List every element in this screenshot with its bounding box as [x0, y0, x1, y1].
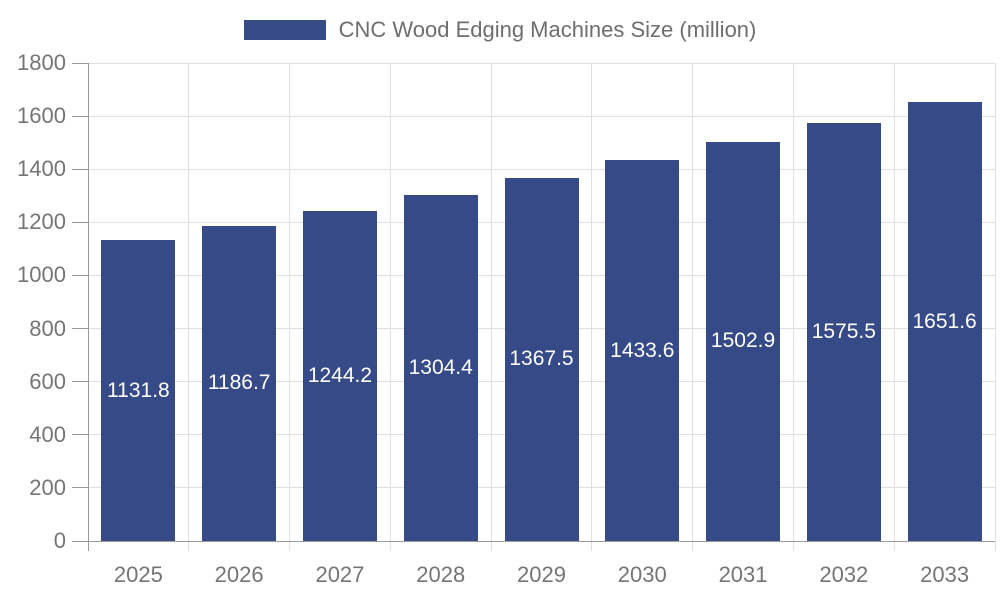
y-axis-tick: [72, 381, 88, 383]
gridline-horizontal: [88, 62, 995, 64]
bar-2026[interactable]: 1186.7: [202, 225, 277, 541]
gridline-horizontal: [88, 168, 995, 170]
x-axis-tick-label: 2029: [517, 562, 566, 587]
bar-2025[interactable]: 1131.8: [101, 240, 176, 541]
bar-2033[interactable]: 1651.6: [907, 102, 982, 541]
y-axis-tick-label: 200: [29, 474, 66, 500]
bar-value-label: 1575.5: [811, 319, 876, 343]
y-axis-tick: [72, 168, 88, 170]
x-axis-line: [88, 540, 995, 542]
gridline-vertical: [692, 63, 694, 551]
gridline-vertical: [289, 63, 291, 551]
y-axis-line: [87, 63, 89, 551]
bar-2031[interactable]: 1502.9: [706, 141, 781, 541]
bar-2030[interactable]: 1433.6: [605, 160, 680, 541]
y-axis-tick-label: 1000: [17, 262, 66, 288]
bar-value-label: 1502.9: [710, 329, 776, 353]
gridline-vertical: [389, 63, 391, 551]
y-axis-tick-label: 0: [53, 528, 66, 553]
y-axis-tick: [72, 221, 88, 223]
bar-value-label: 1186.7: [207, 371, 271, 395]
legend[interactable]: CNC Wood Edging Machines Size (million): [0, 14, 1000, 46]
y-axis-tick: [72, 434, 88, 436]
x-axis-tick-label: 2026: [214, 562, 264, 587]
bar-2027[interactable]: 1244.2: [302, 210, 377, 541]
gridline-vertical: [490, 63, 492, 551]
bar-value-label: 1304.4: [408, 355, 473, 379]
y-axis-tick: [72, 115, 88, 117]
x-axis-tick-label: 2027: [315, 562, 365, 587]
y-axis-tick: [72, 540, 88, 542]
gridline-vertical: [994, 63, 996, 551]
bar-value-label: 1131.8: [107, 378, 170, 402]
x-axis-tick-label: 2031: [718, 562, 768, 587]
y-axis-tick-label: 600: [29, 368, 66, 394]
y-axis-tick: [72, 487, 88, 489]
y-axis-tick-label: 1600: [17, 103, 66, 129]
gridline-vertical: [893, 63, 895, 551]
bar-value-label: 1367.5: [509, 347, 574, 371]
legend-label: CNC Wood Edging Machines Size (million): [338, 17, 757, 42]
y-axis-tick-label: 400: [29, 421, 66, 447]
bar-value-label: 1433.6: [610, 338, 675, 362]
gridline-vertical: [792, 63, 794, 551]
x-axis-tick-label: 2030: [617, 562, 667, 587]
y-axis-tick-label: 1200: [17, 209, 66, 235]
plot-area: 1131.8 1186.7 1244.2 1304.4 1367.5 1433.6 1502…: [87, 62, 996, 551]
y-axis-tick-label: 1400: [17, 156, 66, 182]
bar-2032[interactable]: 1575.5: [806, 122, 881, 541]
y-axis-tick: [72, 328, 88, 330]
legend-swatch-icon: [243, 20, 326, 40]
y-axis-tick: [72, 274, 88, 276]
bar-2028[interactable]: 1304.4: [403, 194, 478, 541]
gridline-vertical: [591, 63, 593, 551]
x-axis-tick-label: 2025: [113, 562, 163, 587]
x-axis-tick-label: 2028: [416, 562, 466, 587]
y-axis-tick-label: 800: [29, 315, 66, 341]
gridline-vertical: [188, 63, 190, 551]
y-axis-tick: [72, 62, 88, 64]
bar-value-label: 1244.2: [307, 363, 373, 387]
x-axis-tick-label: 2033: [920, 562, 970, 587]
gridline-horizontal: [88, 115, 995, 117]
bar-2029[interactable]: 1367.5: [504, 177, 579, 541]
y-axis-tick-label: 1800: [17, 50, 66, 75]
x-axis-tick-label: 2032: [819, 562, 869, 587]
bar-value-label: 1651.6: [912, 309, 977, 333]
